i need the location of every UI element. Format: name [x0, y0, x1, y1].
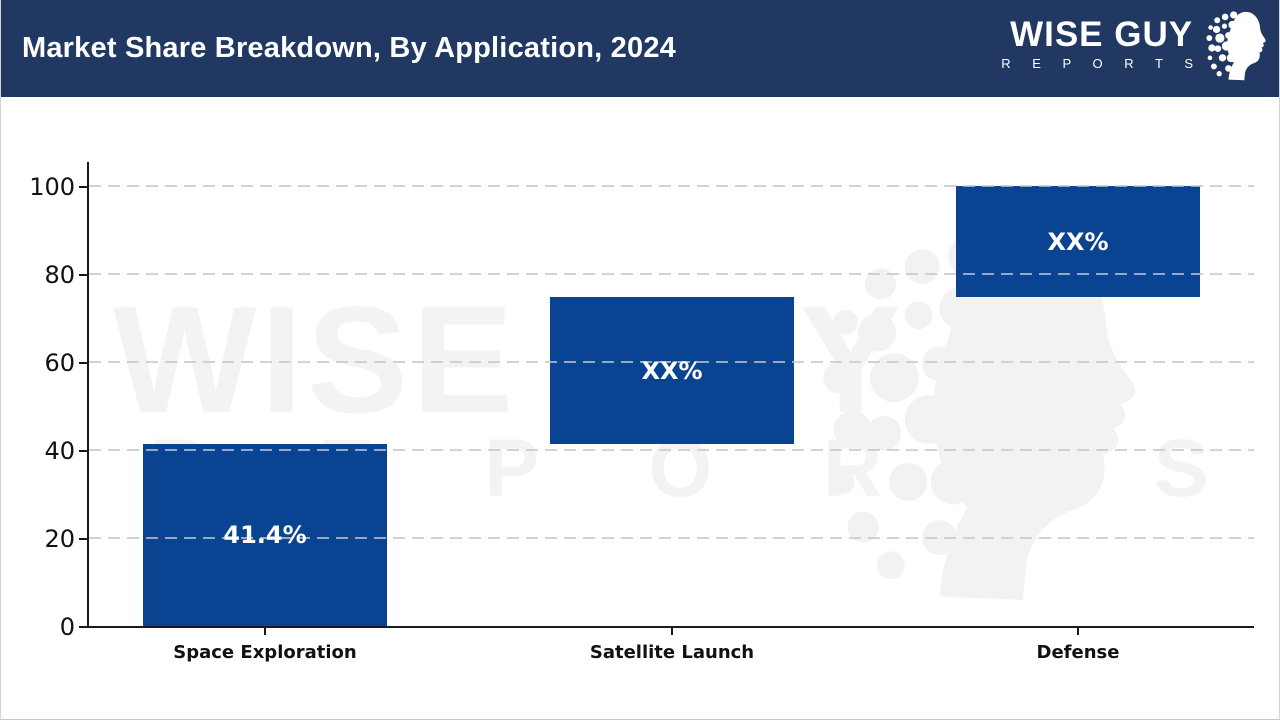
category-label: Satellite Launch [589, 642, 755, 663]
x-tick [1077, 628, 1079, 635]
bar [143, 443, 387, 626]
y-tick-label: 80 [44, 261, 75, 289]
brand-wordmark: WISE GUY [1010, 15, 1194, 55]
y-tick [79, 450, 87, 452]
gridline [89, 273, 1254, 275]
y-tick [79, 362, 87, 364]
page-title: Market Share Breakdown, By Application, … [22, 32, 676, 64]
header-bar: Market Share Breakdown, By Application, … [1, 0, 1279, 97]
category-label: Defense [1036, 642, 1120, 663]
category-label: Space Exploration [173, 642, 357, 663]
gridline [89, 361, 1254, 363]
brand-logo-text: WISE GUY R E P O R T S [1001, 15, 1202, 71]
y-tick-label: 20 [44, 525, 75, 553]
x-axis [87, 626, 1254, 628]
brand-logo: WISE GUY R E P O R T S [1001, 6, 1272, 82]
y-tick [79, 626, 87, 628]
gridline [89, 537, 1254, 539]
bar [550, 297, 794, 444]
y-tick [79, 274, 87, 276]
brand-subtext: R E P O R T S [1001, 55, 1202, 71]
y-tick [79, 186, 87, 188]
y-tick-label: 60 [44, 349, 75, 377]
chart-area: 0 20 40 60 80 100 41.4% Space Exploration XX% Sat… [1, 97, 1279, 719]
y-tick-label: 100 [29, 173, 75, 201]
x-tick [671, 628, 673, 635]
gridline [89, 449, 1254, 451]
bar-value-label: XX% [641, 356, 703, 385]
y-axis [87, 162, 89, 628]
y-tick [79, 538, 87, 540]
y-tick-label: 40 [44, 437, 75, 465]
bar [956, 186, 1200, 298]
bar-value-label: XX% [1047, 227, 1109, 256]
y-tick-label: 0 [59, 613, 75, 641]
gridline [89, 185, 1254, 187]
dotted-face-icon [1206, 11, 1266, 81]
x-tick [264, 628, 266, 635]
bar-value-label: 41.4% [223, 520, 307, 549]
